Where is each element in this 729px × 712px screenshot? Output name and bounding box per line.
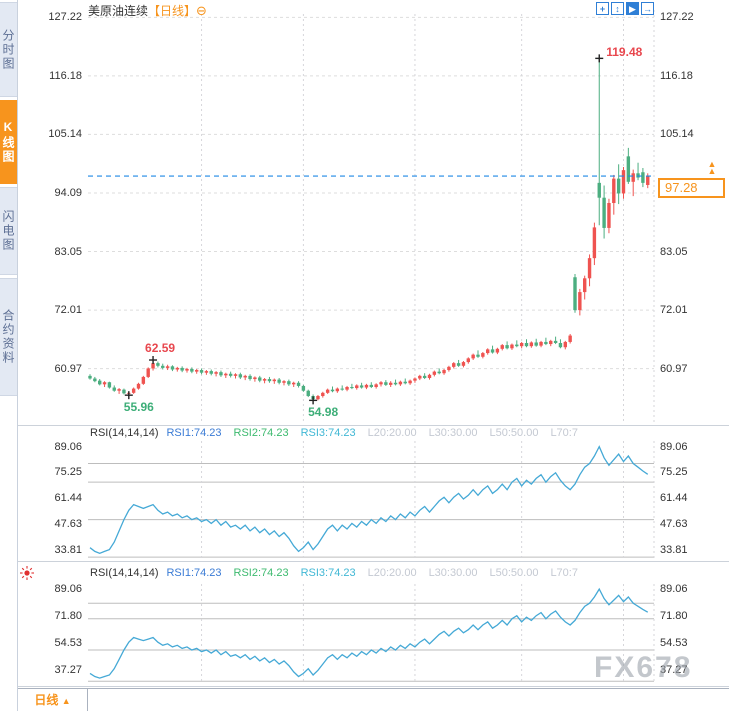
panel-separator [18, 425, 729, 426]
y-axis-label-right: 83.05 [660, 245, 688, 258]
axis-scale-icon[interactable]: ↕ [611, 2, 624, 15]
y-axis-label-right: 116.18 [660, 69, 693, 82]
time-axis-bar: 日线 ▲ [18, 688, 729, 711]
chart-toolbar: + ↕ ▶ → [596, 2, 654, 15]
price-marker-label: 55.96 [123, 400, 154, 415]
crosshair-icon[interactable]: + [596, 2, 609, 15]
symbol-name: 美原油连续 [88, 4, 149, 18]
rsi-axis-label-left: 33.81 [54, 543, 82, 556]
rsi-axis-label-right: 71.80 [660, 609, 688, 622]
rsi-axis-label-right: 75.25 [660, 466, 688, 479]
y-axis-label-left: 72.01 [54, 304, 82, 317]
rsi-axis-label-right: 37.27 [660, 663, 688, 676]
rsi-line [89, 587, 649, 679]
rsi-ref-label: L30:30.00 [428, 567, 478, 579]
y-axis-label-left: 116.18 [49, 69, 82, 82]
rsi-axis-label-right: 33.81 [660, 543, 688, 556]
rsi2-header: RSI(14,14,14) RSI1:74.23 RSI2:74.23 RSI3:74… [90, 567, 658, 581]
y-axis-label-left: 105.14 [48, 128, 82, 141]
rsi-ref-label: L70:7 [550, 567, 578, 579]
auto-fit-icon[interactable]: ▶ [626, 2, 639, 15]
rsi-legend-2: RSI2:74.23 [233, 427, 289, 439]
rsi-axis-label-left: 54.53 [54, 636, 82, 649]
rsi-axis-label-right: 61.44 [660, 492, 688, 505]
rsi-axis-label-left: 61.44 [54, 492, 82, 505]
candles-series [88, 58, 650, 401]
period-selector[interactable]: 日线 ▲ [18, 689, 88, 711]
y-axis-label-left: 60.97 [54, 362, 82, 375]
rsi-panel-1[interactable] [88, 441, 658, 558]
exit-icon[interactable]: → [641, 2, 654, 15]
rsi-legend-2: RSI2:74.23 [233, 567, 289, 579]
period-label: 日线 [34, 693, 59, 707]
last-price-tag: 97.28 [658, 178, 725, 199]
y-axis-label-left: 83.05 [54, 245, 82, 258]
y-axis-label-right: 60.97 [660, 362, 688, 375]
indicator-name: RSI(14,14,14) [90, 427, 159, 439]
indicator-name: RSI(14,14,14) [90, 567, 159, 579]
panel-separator [18, 686, 729, 687]
rsi1-header: RSI(14,14,14) RSI1:74.23 RSI2:74.23 RSI3:74… [90, 427, 658, 441]
rsi-axis-label-right: 54.53 [660, 636, 688, 649]
rsi-ref-label: L20:20.00 [367, 427, 417, 439]
rsi-axis-label-right: 89.06 [660, 583, 688, 596]
price-marker-label: 62.59 [145, 341, 176, 355]
rsi-legend-1: RSI1:74.23 [166, 427, 222, 439]
rsi-legend-3: RSI3:74.23 [300, 567, 356, 579]
rsi-ref-label: L30:30.00 [428, 427, 478, 439]
alert-icon[interactable] [19, 565, 35, 581]
rsi-axis-label-left: 37.27 [54, 663, 82, 676]
rsi-axis-label-left: 75.25 [54, 466, 82, 479]
chart-title: 美原油连续【日线】⊖ [88, 2, 207, 19]
period-tag[interactable]: 【日线】 [148, 4, 197, 18]
sidebar-tab-4[interactable]: 合约资料 [0, 278, 17, 396]
rsi-axis-label-right: 89.06 [660, 440, 688, 453]
y-axis-label-right: 127.22 [660, 11, 694, 24]
price-marker-label: 54.98 [308, 405, 339, 420]
rsi-ref-label: L50:50.00 [489, 567, 539, 579]
price-up-arrow-icon: ▲ ▲ [707, 159, 717, 177]
rsi-axis-label-right: 47.63 [660, 518, 688, 531]
rsi-ref-label: L50:50.00 [489, 427, 539, 439]
price-marker-label: 119.48 [606, 45, 643, 60]
rsi-ref-label: L70:7 [550, 427, 578, 439]
rsi-axis-label-left: 47.63 [54, 518, 82, 531]
sidebar-tab-3[interactable]: 闪电图 [0, 187, 17, 275]
candlestick-chart[interactable] [88, 0, 658, 426]
sidebar-tab-2[interactable]: K线图 [0, 100, 17, 184]
y-axis-label-right: 105.14 [660, 128, 694, 141]
y-axis-label-right: 72.01 [660, 304, 688, 317]
panel-separator [18, 561, 729, 562]
sidebar-tab-1[interactable]: 分时图 [0, 2, 17, 97]
rsi-axis-label-left: 89.06 [54, 583, 82, 596]
chevron-up-icon: ▲ [61, 696, 71, 706]
rsi-axis-label-left: 89.06 [54, 440, 82, 453]
collapse-icon[interactable]: ⊖ [196, 3, 207, 18]
rsi-legend-3: RSI3:74.23 [300, 427, 356, 439]
rsi-axis-label-left: 71.80 [54, 609, 82, 622]
y-axis-label-left: 127.22 [48, 11, 82, 24]
watermark: FX678 [594, 651, 693, 684]
rsi-line [89, 445, 649, 554]
y-axis-label-left: 94.09 [54, 186, 82, 199]
sidebar: 分时图 K线图闪电图合约资料 [0, 0, 18, 711]
rsi-panel-2[interactable] [88, 584, 658, 682]
rsi-legend-1: RSI1:74.23 [166, 567, 222, 579]
rsi-ref-label: L20:20.00 [367, 567, 417, 579]
